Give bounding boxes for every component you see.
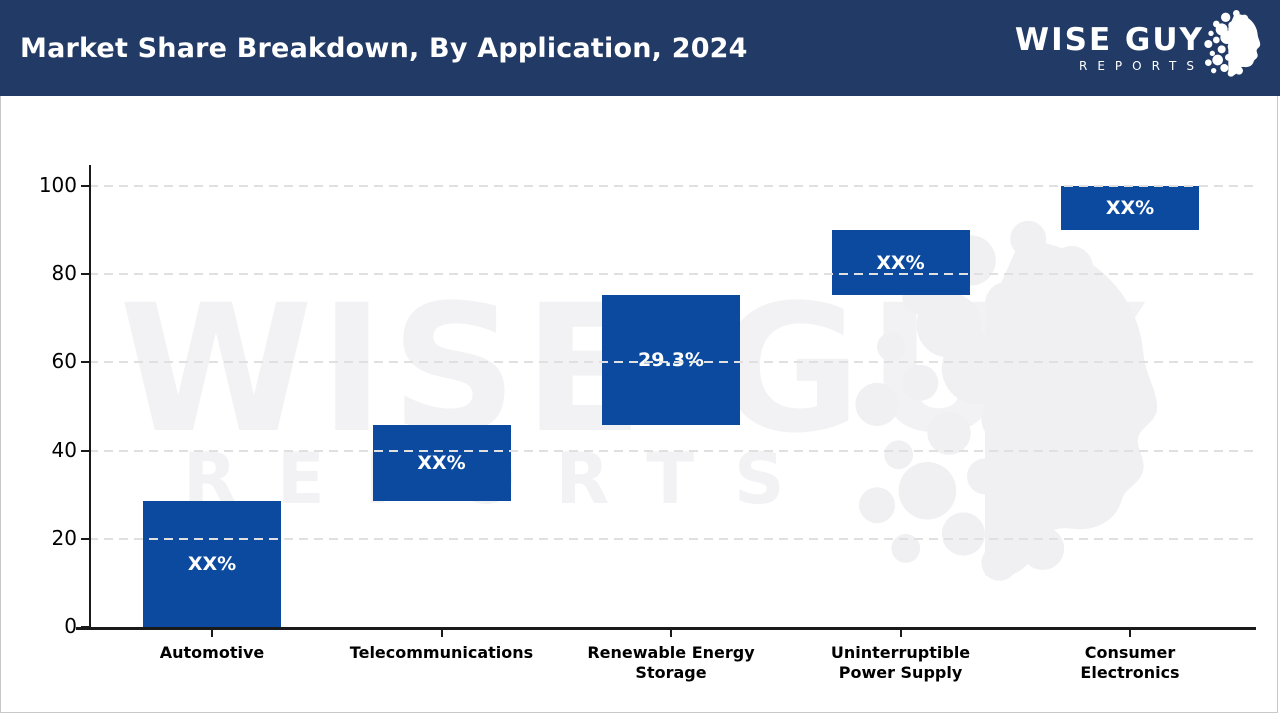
y-axis-tick — [81, 537, 89, 540]
waterfall-bar: XX% — [372, 424, 511, 502]
x-axis-label: Uninterruptible Power Supply — [830, 643, 971, 682]
x-axis-tick — [670, 627, 672, 637]
y-axis-label: 100 — [38, 173, 77, 197]
waterfall-bar: XX% — [143, 501, 281, 627]
bar-value-label: 29.3% — [638, 348, 704, 371]
page-title: Market Share Breakdown, By Application, … — [20, 32, 748, 64]
x-axis-label: Automotive — [159, 643, 265, 662]
y-axis-tick — [81, 361, 89, 364]
logo-brand-label: WISE GUY — [1014, 21, 1204, 58]
x-axis-tick — [1129, 627, 1131, 637]
bar-value-label: XX% — [417, 451, 466, 474]
y-axis-label: 80 — [51, 261, 77, 286]
y-axis-tick — [81, 185, 89, 187]
x-axis-tick — [440, 627, 443, 637]
header-bar: Market Share Breakdown, By Application, … — [0, 0, 1280, 96]
y-axis-label: 40 — [51, 437, 77, 462]
y-axis-label: 20 — [51, 525, 77, 550]
waterfall-bar: XX% — [831, 230, 970, 296]
y-axis-label: 0 — [64, 614, 77, 638]
bar-value-label: XX% — [876, 251, 925, 274]
bar-value-label: XX% — [1105, 197, 1155, 220]
bar-value-label: XX% — [187, 553, 237, 576]
y-axis-line — [89, 165, 91, 630]
waterfall-chart: XX% Automotive XX% Telecommunications 29.3% R… — [1, 96, 1277, 712]
x-axis-tick — [211, 627, 213, 637]
logo-face-icon — [1198, 8, 1272, 88]
gridline — [89, 185, 1256, 187]
logo-tagline-label: REPORTS — [1078, 58, 1204, 73]
x-axis-tick — [899, 627, 902, 637]
waterfall-bar: 29.3% — [602, 295, 740, 425]
x-axis-label: Renewable Energy Storage — [587, 643, 755, 682]
y-axis-label: 60 — [51, 349, 77, 374]
chart-panel: WISE GUY REPORTS XX%AutomotiveXX%Telecom… — [0, 96, 1278, 713]
y-axis-tick — [81, 449, 89, 452]
gridline — [89, 449, 1256, 452]
x-axis-label: Consumer Electronics — [1080, 643, 1180, 682]
waterfall-bar: XX% — [1061, 186, 1199, 231]
x-axis-line — [76, 627, 1256, 630]
logo-text: WISE GUY REPORTS — [1014, 21, 1204, 73]
gridline — [89, 537, 1256, 540]
x-axis-label: Telecommunications — [349, 643, 534, 662]
y-axis-tick — [81, 273, 89, 276]
gridline — [89, 273, 1256, 276]
wise-guy-reports-logo: WISE GUY REPORTS — [1015, 8, 1272, 88]
gridline — [89, 361, 1256, 364]
